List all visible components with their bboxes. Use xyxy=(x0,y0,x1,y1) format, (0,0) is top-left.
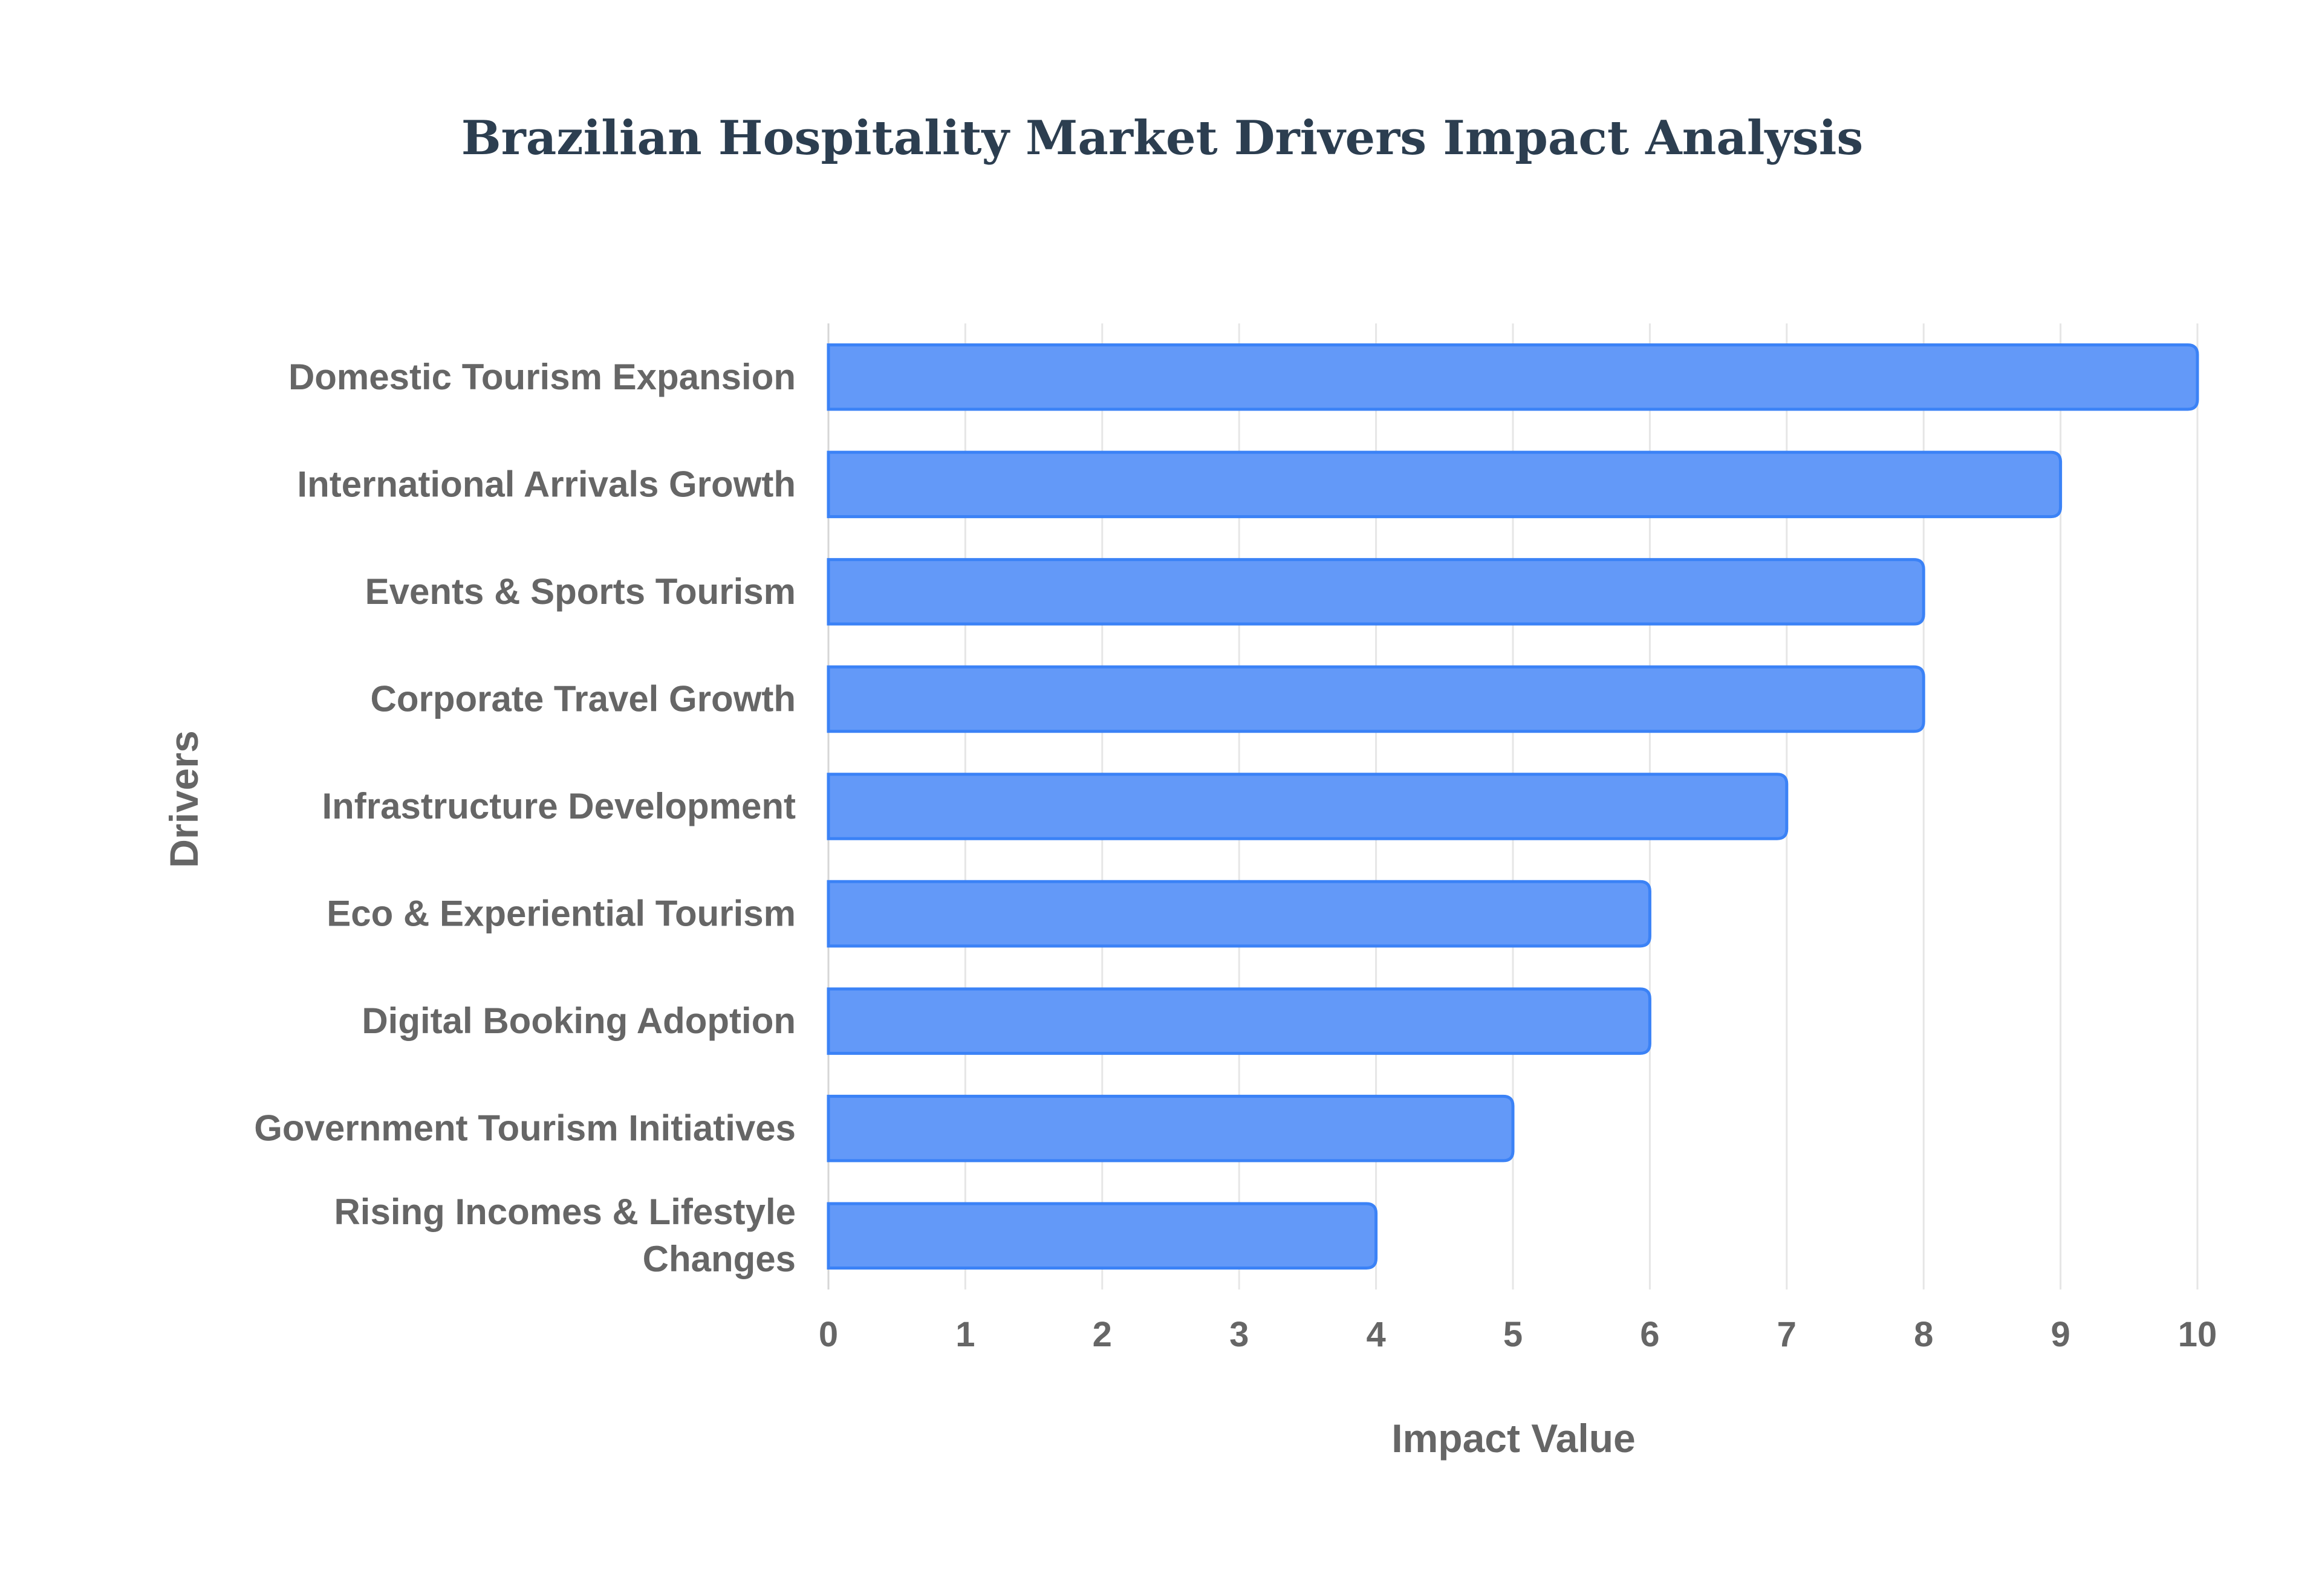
y-axis-title: Drivers xyxy=(161,730,206,868)
x-tick-label: 10 xyxy=(2178,1315,2217,1354)
x-tick-label: 4 xyxy=(1366,1315,1385,1354)
category-label: Rising Incomes & Lifestyle Changes xyxy=(334,1192,796,1279)
x-tick-label: 9 xyxy=(2050,1315,2070,1354)
category-label-line: Changes xyxy=(643,1239,796,1279)
category-label-line: Domestic Tourism Expansion xyxy=(288,357,796,397)
bars xyxy=(827,343,2199,1270)
x-tick-label: 7 xyxy=(1777,1315,1797,1354)
category-label: Eco & Experiential Tourism xyxy=(327,894,796,934)
x-tick-label: 1 xyxy=(955,1315,975,1354)
category-label: Corporate Travel Growth xyxy=(371,678,796,719)
x-tick-label: 2 xyxy=(1093,1315,1112,1354)
category-label-line: Government Tourism Initiatives xyxy=(254,1108,796,1149)
bar xyxy=(827,773,1789,840)
category-label-line: Rising Incomes & Lifestyle xyxy=(334,1192,796,1232)
category-label-line: Eco & Experiential Tourism xyxy=(327,894,796,934)
x-tick-labels: 0 1 2 3 4 5 6 7 8 9 10 xyxy=(819,1315,2217,1354)
x-axis-title: Impact Value xyxy=(1391,1416,1636,1461)
bar xyxy=(827,987,1651,1055)
chart-title: Brazilian Hospitality Market Drivers Imp… xyxy=(461,111,1864,166)
category-label: Domestic Tourism Expansion xyxy=(288,357,796,397)
category-label: Events & Sports Tourism xyxy=(365,571,796,612)
bar xyxy=(827,558,1925,626)
category-label-line: Digital Booking Adoption xyxy=(362,1001,796,1041)
category-label: Government Tourism Initiatives xyxy=(254,1108,796,1149)
bar xyxy=(827,1094,1515,1163)
category-label-line: Events & Sports Tourism xyxy=(365,571,796,612)
category-label: Digital Booking Adoption xyxy=(362,1001,796,1041)
category-label-line: International Arrivals Growth xyxy=(297,464,796,504)
bar xyxy=(827,880,1651,948)
bar xyxy=(827,450,2063,519)
x-tick-label: 0 xyxy=(819,1315,838,1354)
category-label: International Arrivals Growth xyxy=(297,464,796,504)
category-labels: Domestic Tourism Expansion International … xyxy=(254,357,796,1279)
x-tick-label: 6 xyxy=(1640,1315,1659,1354)
x-tick-label: 3 xyxy=(1229,1315,1249,1354)
bar xyxy=(827,343,2199,411)
bar xyxy=(827,665,1925,733)
category-label-line: Corporate Travel Growth xyxy=(371,678,796,719)
category-label-line: Infrastructure Development xyxy=(322,786,796,826)
category-label: Infrastructure Development xyxy=(322,786,796,826)
bar xyxy=(827,1202,1378,1270)
x-tick-label: 5 xyxy=(1503,1315,1523,1354)
x-tick-label: 8 xyxy=(1914,1315,1933,1354)
